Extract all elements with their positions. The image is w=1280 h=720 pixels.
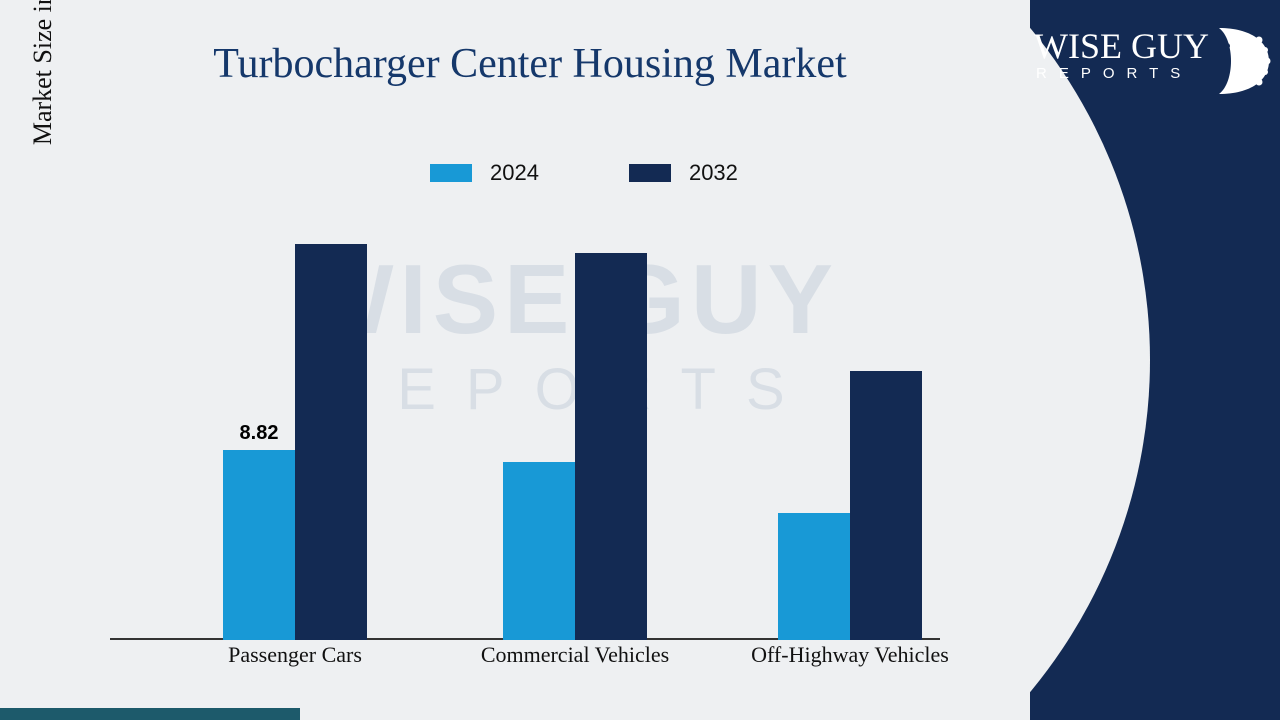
bar-2032-passenger-cars (295, 244, 367, 640)
bar-2032-off-highway-vehicles (850, 371, 922, 640)
bar-2024-passenger-cars: 8.82 (223, 450, 295, 640)
footer-strip (0, 708, 300, 720)
category-label: Commercial Vehicles (465, 640, 685, 668)
legend-swatch-2032 (629, 164, 671, 182)
bar-2024-off-highway-vehicles (778, 513, 850, 640)
legend-label-2032: 2032 (689, 160, 738, 186)
category-label: Passenger Cars (185, 640, 405, 668)
y-axis-label: Market Size in USD Billion (28, 0, 58, 200)
legend-swatch-2024 (430, 164, 472, 182)
bar-2032-commercial-vehicles (575, 253, 647, 640)
bar-value-label: 8.82 (223, 422, 295, 445)
legend-item-2032: 2032 (629, 160, 738, 186)
legend-item-2024: 2024 (430, 160, 539, 186)
plot-area: 8.82 Passenger Cars Commercial Vehicles … (110, 210, 940, 640)
category-label: Off-Highway Vehicles (740, 640, 960, 668)
bar-2024-commercial-vehicles (503, 462, 575, 641)
brand-logo-icon (1210, 26, 1272, 96)
chart-stage: WISE GUY REPORTS Turbocharger Center Hou… (0, 0, 1280, 720)
bar-group-off-highway-vehicles: Off-Highway Vehicles (755, 371, 945, 640)
legend-label-2024: 2024 (490, 160, 539, 186)
bar-group-commercial-vehicles: Commercial Vehicles (480, 253, 670, 640)
chart-title: Turbocharger Center Housing Market (120, 40, 940, 88)
bar-group-passenger-cars: 8.82 Passenger Cars (200, 244, 390, 640)
legend: 2024 2032 (430, 160, 738, 186)
